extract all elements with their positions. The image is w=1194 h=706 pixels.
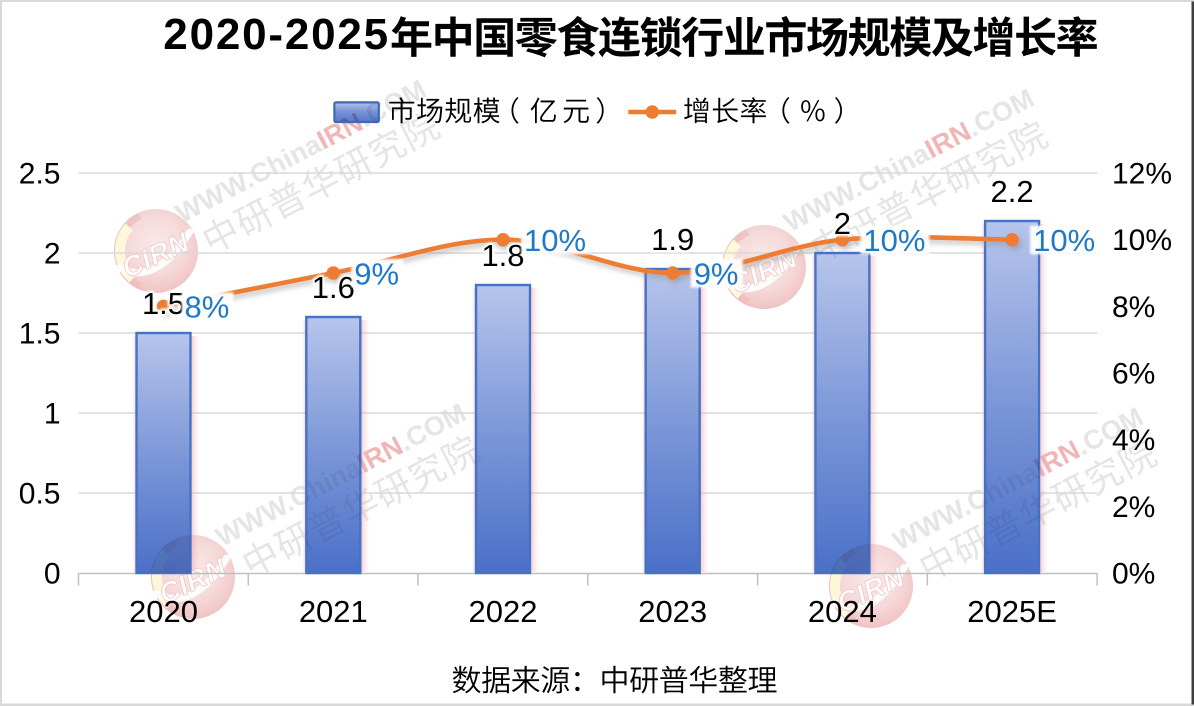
svg-text:10%: 10%	[1112, 224, 1172, 257]
svg-text:0.5: 0.5	[19, 478, 61, 511]
svg-text:10%: 10%	[1033, 223, 1095, 258]
svg-text:4%: 4%	[1112, 424, 1155, 457]
svg-text:0%: 0%	[1112, 558, 1155, 591]
svg-text:6%: 6%	[1112, 358, 1155, 391]
svg-text:2020-2025: 2020-2025	[163, 10, 390, 59]
svg-text:2022: 2022	[469, 594, 538, 629]
svg-text:1: 1	[44, 398, 61, 431]
svg-text:2: 2	[834, 206, 851, 241]
svg-text:2.2: 2.2	[991, 174, 1034, 209]
svg-text:2025E: 2025E	[967, 594, 1057, 629]
svg-text:12%: 12%	[1112, 158, 1172, 191]
svg-text:2020: 2020	[129, 594, 198, 629]
svg-text:9%: 9%	[694, 256, 739, 291]
svg-text:1.6: 1.6	[312, 270, 355, 305]
svg-text:1.8: 1.8	[481, 238, 524, 273]
svg-text:1.5: 1.5	[142, 286, 185, 321]
svg-text:8%: 8%	[185, 290, 230, 325]
svg-text:1.5: 1.5	[19, 318, 61, 351]
svg-text:2024: 2024	[808, 594, 877, 629]
svg-text:2021: 2021	[299, 594, 368, 629]
svg-text:2.2: 2.2	[991, 174, 1034, 209]
svg-text:1.9: 1.9	[651, 222, 694, 257]
svg-text:2%: 2%	[1112, 491, 1155, 524]
svg-text:2023: 2023	[638, 594, 707, 629]
svg-text:1.6: 1.6	[312, 270, 355, 305]
svg-text:1.5: 1.5	[142, 286, 185, 321]
svg-text:1.9: 1.9	[651, 222, 694, 257]
svg-text:10%: 10%	[863, 223, 925, 258]
svg-text:10%: 10%	[524, 223, 586, 258]
svg-text:1.8: 1.8	[481, 238, 524, 273]
svg-text:2: 2	[834, 206, 851, 241]
svg-text:9%: 9%	[354, 256, 399, 291]
svg-text:2: 2	[44, 238, 61, 271]
svg-text:0: 0	[44, 558, 61, 591]
svg-text:8%: 8%	[1112, 291, 1155, 324]
svg-text:2.5: 2.5	[19, 158, 61, 191]
